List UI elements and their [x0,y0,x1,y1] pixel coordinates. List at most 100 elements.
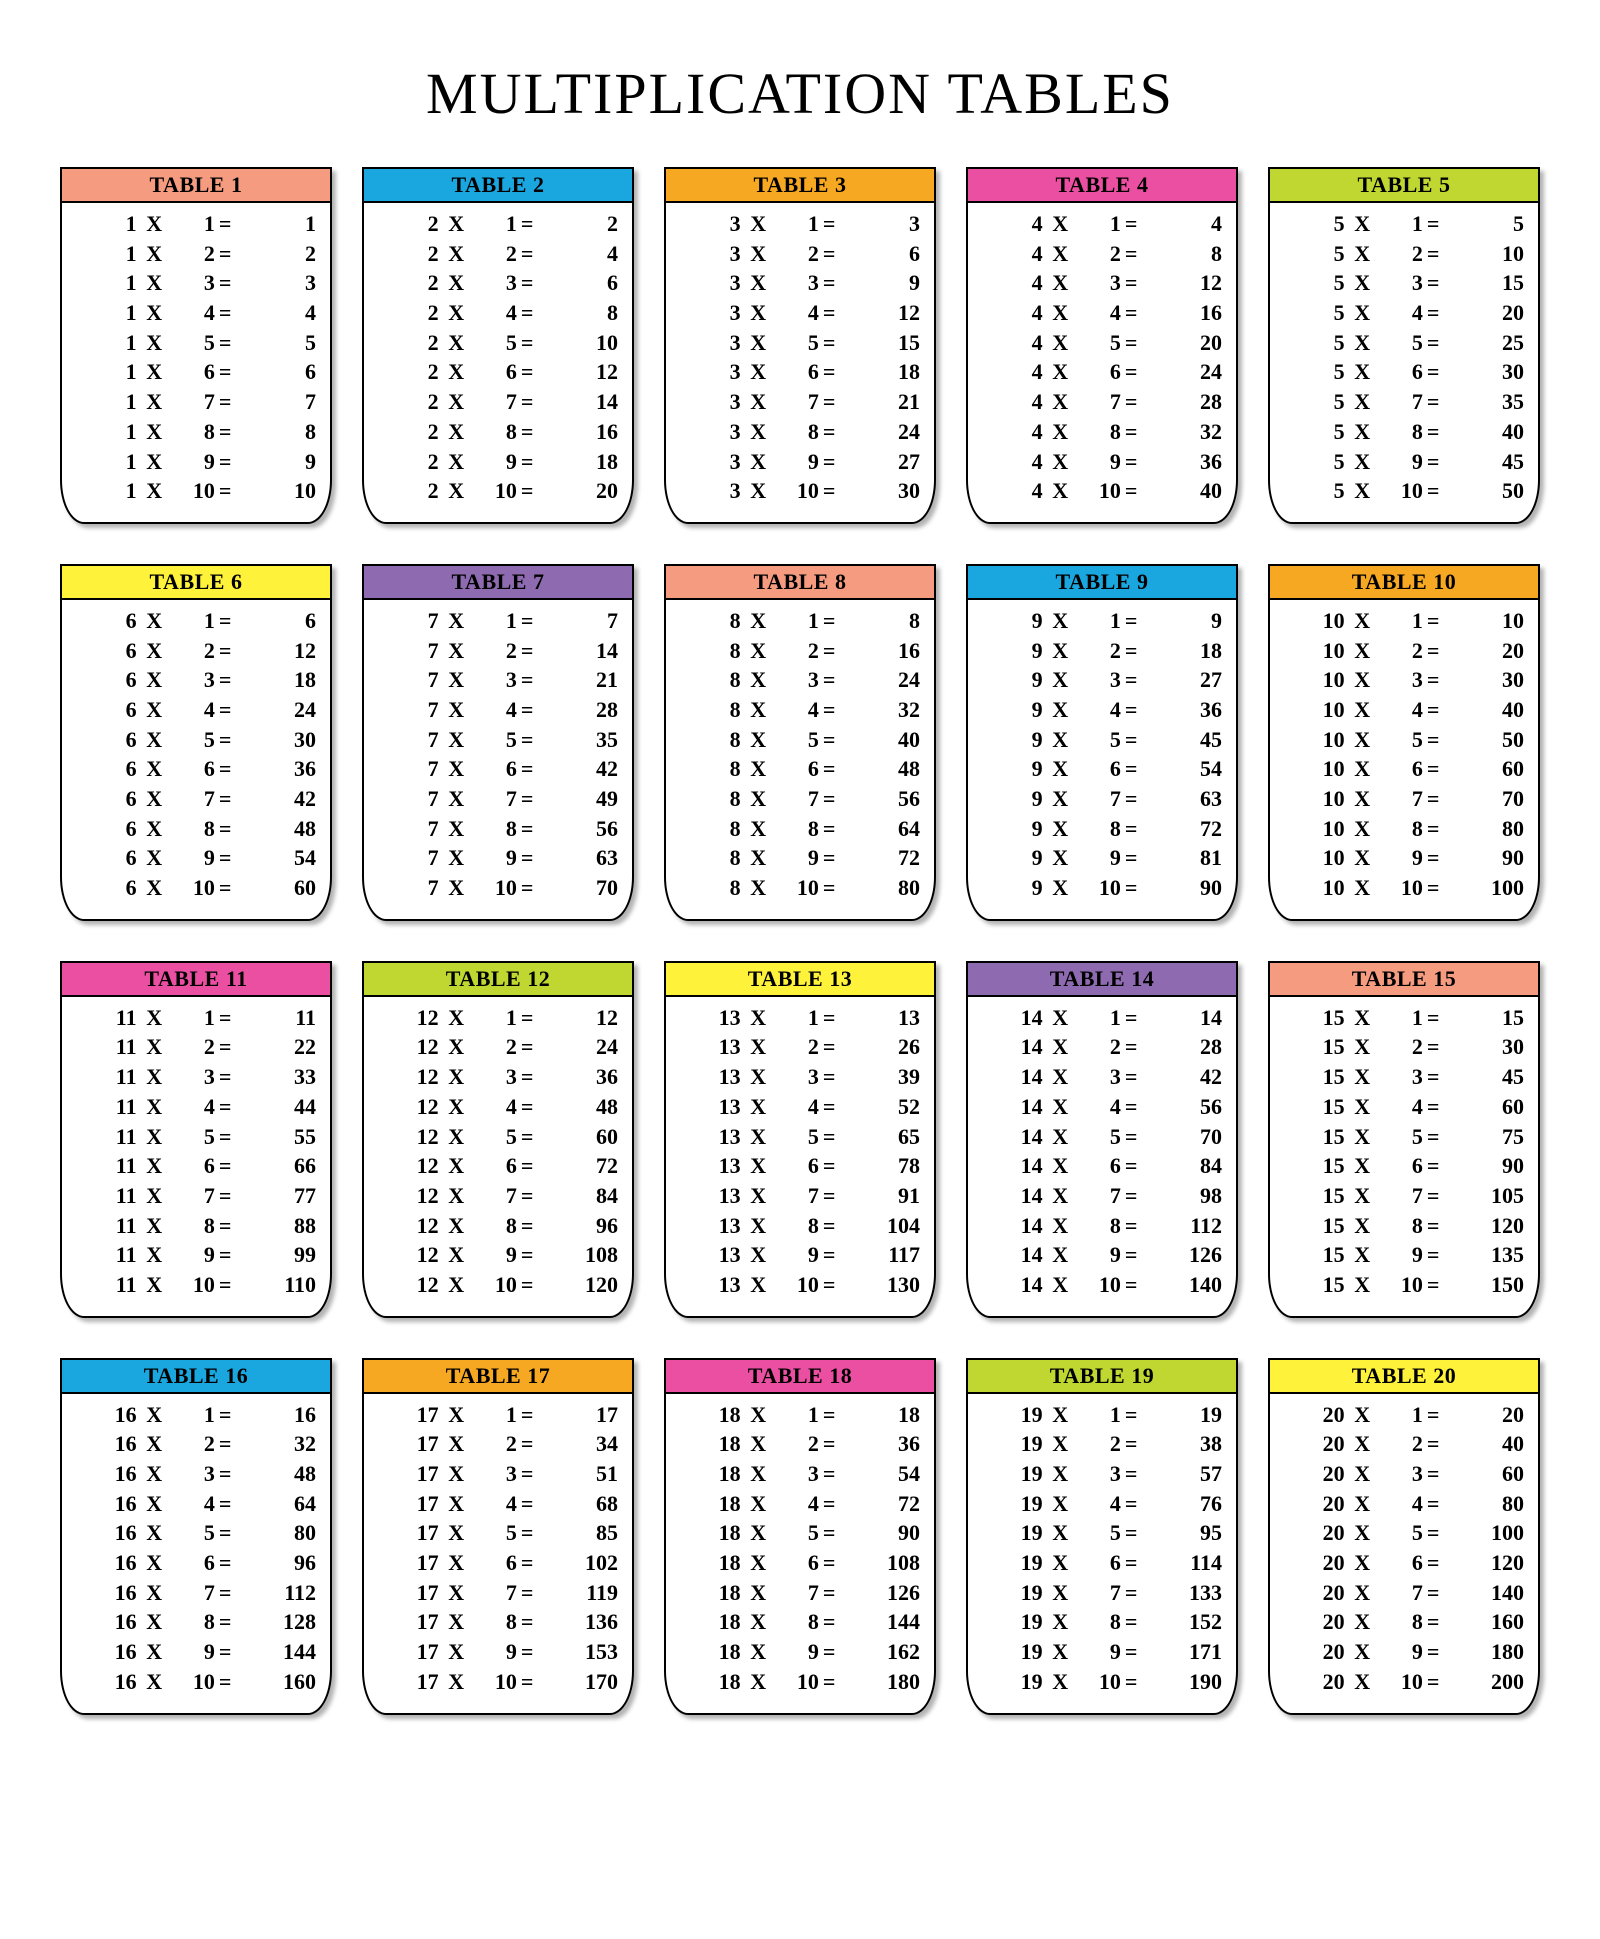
times-symbol: X [1347,1270,1378,1300]
table-row: 4X10=40 [982,476,1222,506]
equals-symbol: = [217,387,248,417]
table-row: 14X7=98 [982,1181,1222,1211]
times-symbol: X [743,1240,774,1270]
product: 9 [1154,606,1222,636]
equals-symbol: = [1123,1489,1154,1519]
multiplier: 2 [170,1429,217,1459]
table-header: TABLE 2 [364,169,632,203]
table-header: TABLE 20 [1270,1360,1538,1394]
multiplicand: 2 [378,417,441,447]
table-row: 18X1=18 [680,1400,920,1430]
table-body: 9X1=99X2=189X3=279X4=369X5=459X6=549X7=6… [968,600,1236,919]
equals-symbol: = [821,1429,852,1459]
table-row: 9X4=36 [982,695,1222,725]
product: 200 [1456,1667,1524,1697]
product: 96 [550,1211,618,1241]
times-symbol: X [1347,636,1378,666]
product: 54 [1154,754,1222,784]
product: 80 [248,1518,316,1548]
multiplicand: 5 [1284,387,1347,417]
equals-symbol: = [821,387,852,417]
multiplier: 8 [170,1607,217,1637]
product: 66 [248,1151,316,1181]
table-row: 12X2=24 [378,1032,618,1062]
times-symbol: X [1045,447,1076,477]
table-card: TABLE 1212X1=1212X2=2412X3=3612X4=4812X5… [362,961,634,1318]
table-row: 17X1=17 [378,1400,618,1430]
multiplier: 8 [774,1211,821,1241]
multiplicand: 12 [378,1270,441,1300]
table-row: 5X9=45 [1284,447,1524,477]
equals-symbol: = [217,328,248,358]
equals-symbol: = [217,476,248,506]
multiplicand: 4 [982,239,1045,269]
table-body: 12X1=1212X2=2412X3=3612X4=4812X5=6012X6=… [364,997,632,1316]
multiplier: 6 [774,357,821,387]
table-row: 12X7=84 [378,1181,618,1211]
product: 26 [852,1032,920,1062]
multiplicand: 2 [378,239,441,269]
times-symbol: X [441,1062,472,1092]
table-row: 1X9=9 [76,447,316,477]
table-row: 1X3=3 [76,268,316,298]
multiplicand: 5 [1284,417,1347,447]
equals-symbol: = [519,784,550,814]
multiplicand: 15 [1284,1270,1347,1300]
equals-symbol: = [519,1032,550,1062]
times-symbol: X [1045,1092,1076,1122]
multiplicand: 7 [378,695,441,725]
table-header: TABLE 1 [62,169,330,203]
times-symbol: X [441,1181,472,1211]
table-row: 12X1=12 [378,1003,618,1033]
multiplicand: 16 [76,1459,139,1489]
times-symbol: X [139,606,170,636]
multiplicand: 14 [982,1062,1045,1092]
multiplier: 2 [170,1032,217,1062]
multiplicand: 10 [1284,665,1347,695]
table-card: TABLE 1818X1=1818X2=3618X3=5418X4=7218X5… [664,1358,936,1715]
multiplier: 8 [1378,1211,1425,1241]
product: 6 [852,239,920,269]
table-row: 14X8=112 [982,1211,1222,1241]
multiplier: 2 [1076,1032,1123,1062]
times-symbol: X [1045,784,1076,814]
table-row: 8X2=16 [680,636,920,666]
product: 32 [1154,417,1222,447]
multiplicand: 4 [982,417,1045,447]
multiplicand: 16 [76,1518,139,1548]
table-row: 5X1=5 [1284,209,1524,239]
product: 18 [1154,636,1222,666]
table-row: 3X5=15 [680,328,920,358]
times-symbol: X [1347,447,1378,477]
table-row: 11X9=99 [76,1240,316,1270]
product: 135 [1456,1240,1524,1270]
multiplicand: 20 [1284,1607,1347,1637]
multiplicand: 17 [378,1459,441,1489]
times-symbol: X [1045,695,1076,725]
multiplier: 8 [170,417,217,447]
equals-symbol: = [217,1548,248,1578]
multiplier: 9 [1378,843,1425,873]
equals-symbol: = [217,843,248,873]
table-row: 13X3=39 [680,1062,920,1092]
table-row: 11X3=33 [76,1062,316,1092]
times-symbol: X [139,1459,170,1489]
times-symbol: X [743,476,774,506]
table-row: 1X7=7 [76,387,316,417]
product: 152 [1154,1607,1222,1637]
multiplicand: 15 [1284,1122,1347,1152]
equals-symbol: = [519,1489,550,1519]
times-symbol: X [1347,1240,1378,1270]
equals-symbol: = [217,1607,248,1637]
table-row: 18X8=144 [680,1607,920,1637]
times-symbol: X [139,814,170,844]
multiplier: 3 [472,268,519,298]
multiplier: 10 [472,476,519,506]
multiplicand: 3 [680,476,743,506]
multiplier: 6 [170,754,217,784]
product: 21 [852,387,920,417]
multiplier: 8 [774,814,821,844]
multiplier: 5 [1076,328,1123,358]
times-symbol: X [441,1151,472,1181]
table-row: 15X10=150 [1284,1270,1524,1300]
